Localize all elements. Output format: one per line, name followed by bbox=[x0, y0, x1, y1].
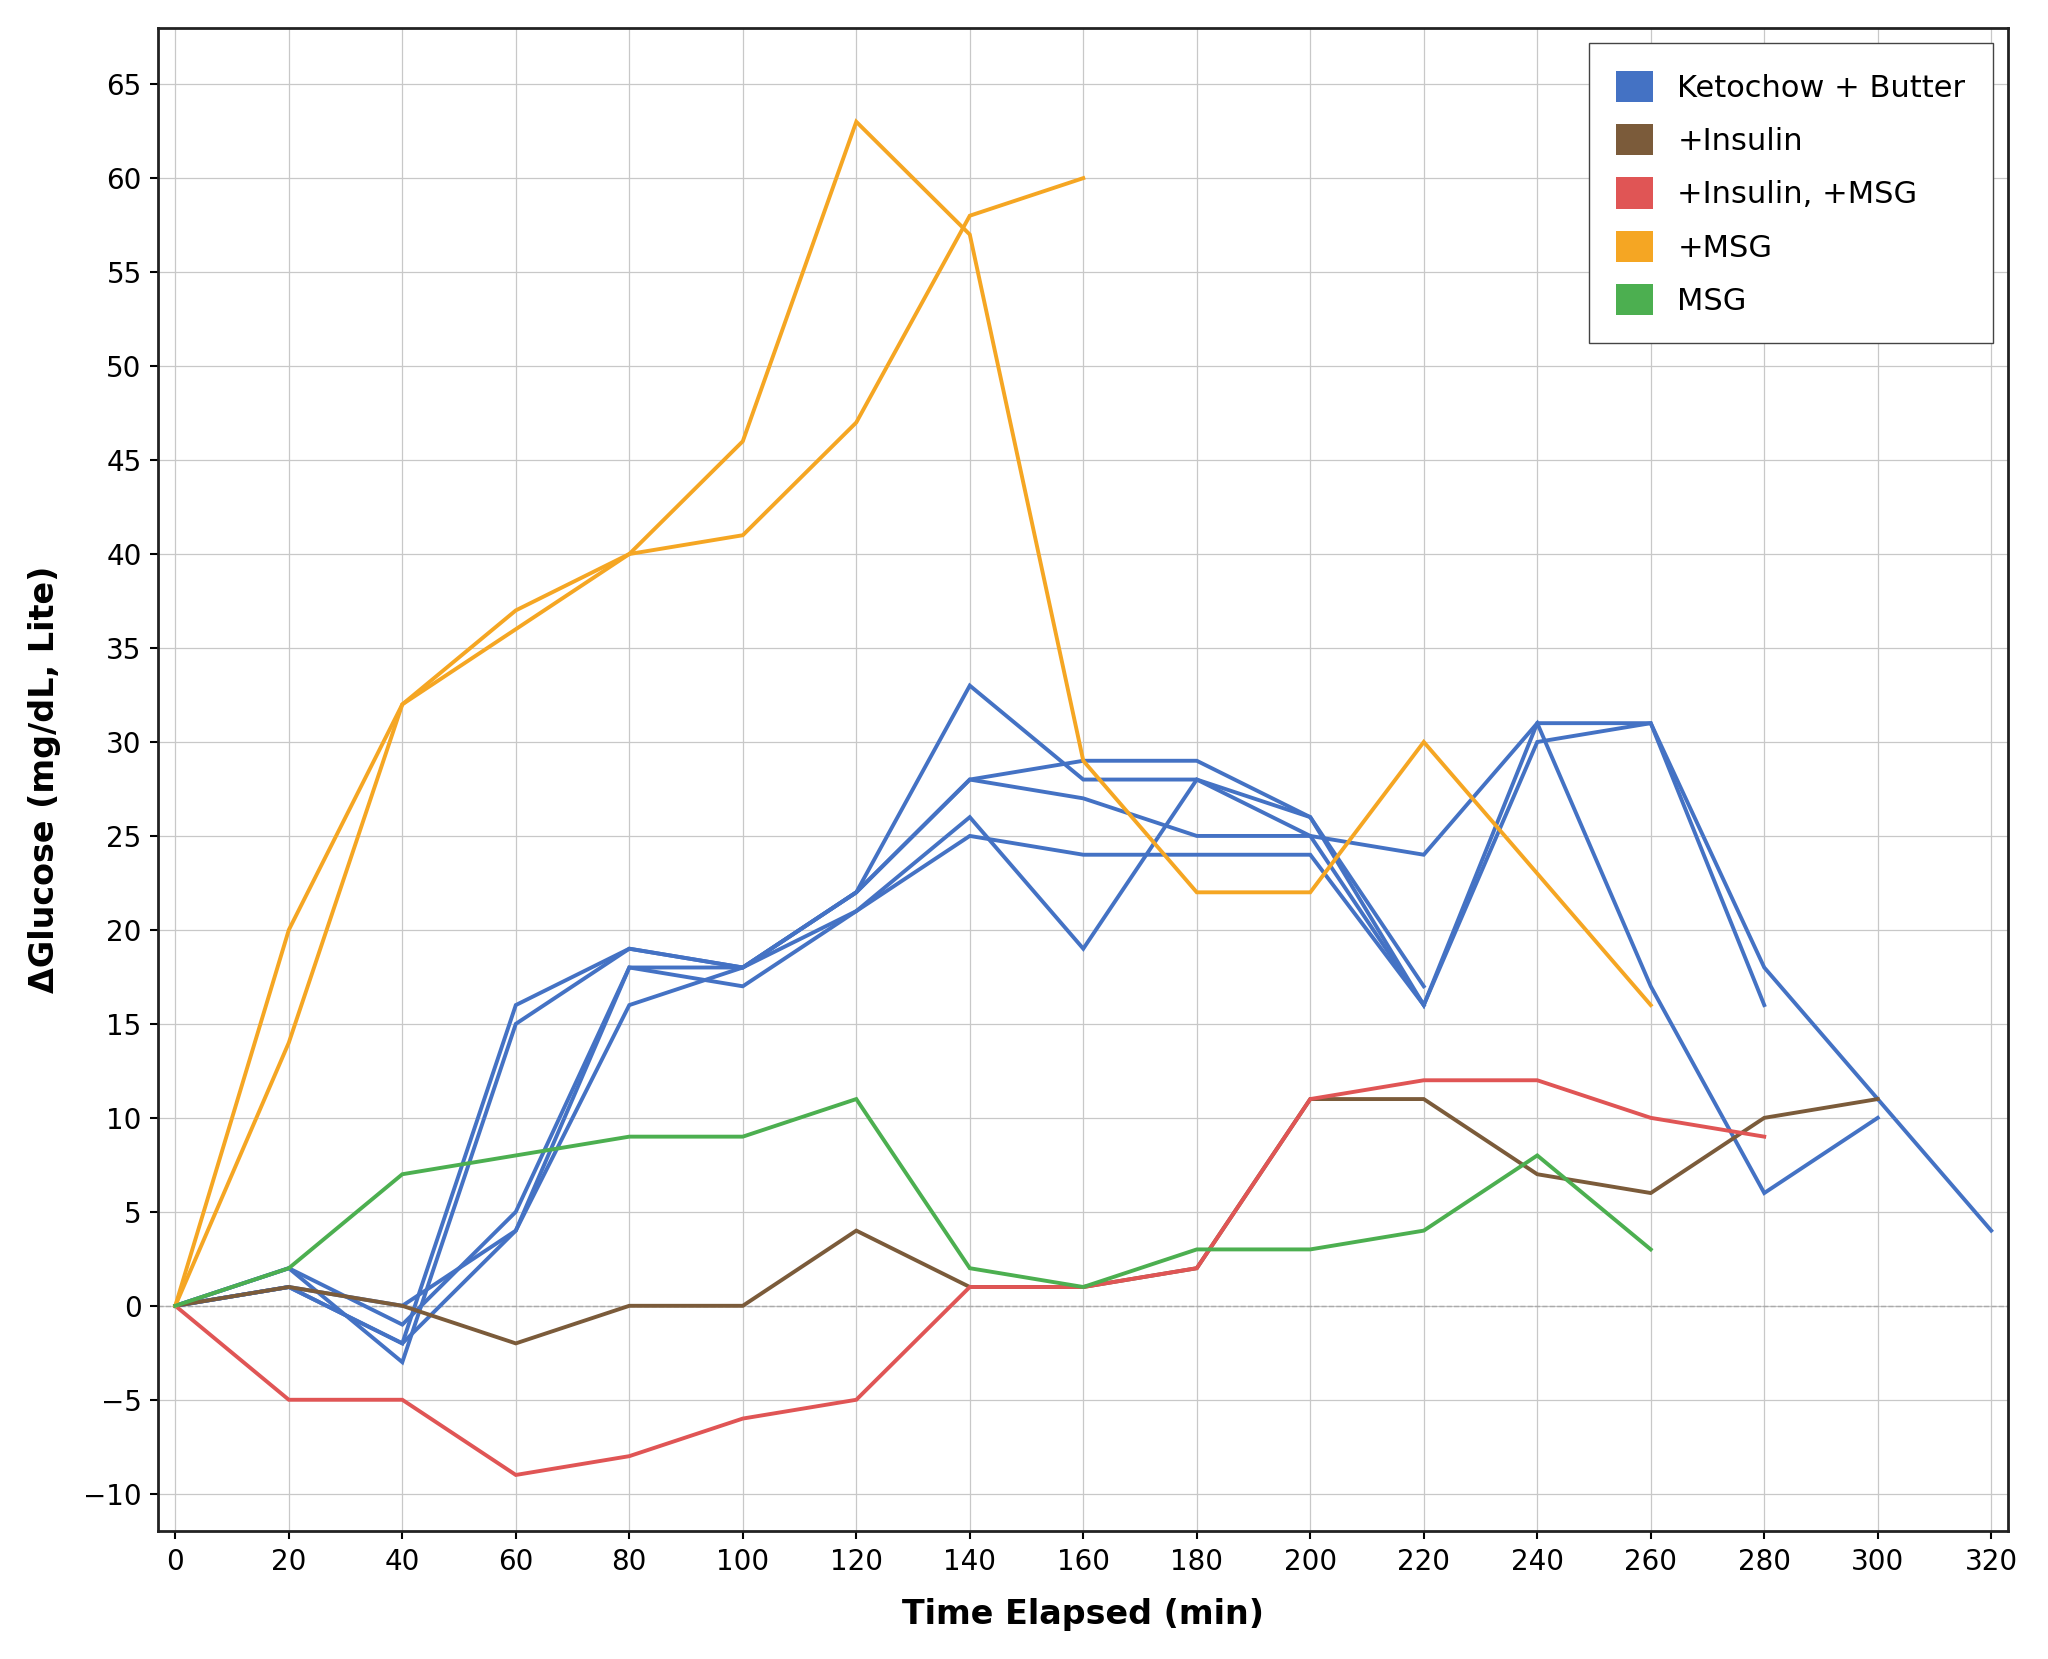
MSG bbox=[616, 1126, 641, 1146]
+Insulin, +MSG bbox=[958, 1277, 983, 1297]
+Insulin, +MSG bbox=[1526, 1070, 1550, 1090]
Ketochow + Butter bbox=[958, 675, 983, 695]
Line: +Insulin: +Insulin bbox=[176, 1098, 1878, 1344]
+MSG bbox=[389, 695, 414, 715]
Legend: Ketochow + Butter, +Insulin, +Insulin, +MSG, +MSG, MSG: Ketochow + Butter, +Insulin, +Insulin, +… bbox=[1589, 43, 1993, 343]
X-axis label: Time Elapsed (min): Time Elapsed (min) bbox=[903, 1598, 1264, 1631]
+Insulin, +MSG bbox=[389, 1390, 414, 1410]
+Insulin, +MSG bbox=[1638, 1108, 1663, 1128]
+Insulin, +MSG bbox=[1298, 1088, 1323, 1108]
+Insulin, +MSG bbox=[1071, 1277, 1096, 1297]
+Insulin bbox=[1184, 1258, 1208, 1277]
+Insulin bbox=[958, 1277, 983, 1297]
+MSG bbox=[276, 1032, 301, 1052]
Ketochow + Butter bbox=[1184, 770, 1208, 790]
Ketochow + Butter bbox=[1978, 1221, 2003, 1241]
+MSG bbox=[844, 111, 868, 131]
MSG bbox=[504, 1145, 528, 1165]
+Insulin bbox=[164, 1296, 188, 1316]
+Insulin, +MSG bbox=[844, 1390, 868, 1410]
+Insulin bbox=[1526, 1165, 1550, 1185]
Ketochow + Butter bbox=[1298, 808, 1323, 828]
MSG bbox=[1411, 1221, 1436, 1241]
+MSG bbox=[958, 224, 983, 244]
MSG bbox=[389, 1165, 414, 1185]
+Insulin bbox=[1298, 1088, 1323, 1108]
Ketochow + Butter bbox=[164, 1296, 188, 1316]
+MSG bbox=[731, 431, 756, 451]
Ketochow + Butter bbox=[616, 957, 641, 977]
MSG bbox=[276, 1258, 301, 1277]
MSG bbox=[1526, 1145, 1550, 1165]
MSG bbox=[731, 1126, 756, 1146]
+MSG bbox=[1638, 995, 1663, 1015]
Ketochow + Butter bbox=[276, 1258, 301, 1277]
Ketochow + Butter bbox=[1526, 732, 1550, 752]
+Insulin bbox=[1638, 1183, 1663, 1203]
MSG bbox=[1184, 1239, 1208, 1259]
MSG bbox=[164, 1296, 188, 1316]
+MSG bbox=[1298, 883, 1323, 902]
+MSG bbox=[1411, 732, 1436, 752]
+Insulin bbox=[844, 1221, 868, 1241]
Ketochow + Butter bbox=[1638, 713, 1663, 733]
MSG bbox=[1298, 1239, 1323, 1259]
+MSG bbox=[164, 1296, 188, 1316]
+Insulin bbox=[1411, 1088, 1436, 1108]
+Insulin bbox=[276, 1277, 301, 1297]
+Insulin, +MSG bbox=[616, 1447, 641, 1467]
Y-axis label: ΔGlucose (mg/dL, Lite): ΔGlucose (mg/dL, Lite) bbox=[29, 566, 61, 994]
+Insulin, +MSG bbox=[1411, 1070, 1436, 1090]
+Insulin bbox=[1751, 1108, 1776, 1128]
+Insulin bbox=[1071, 1277, 1096, 1297]
Ketochow + Butter bbox=[1411, 995, 1436, 1015]
+MSG bbox=[504, 619, 528, 639]
Line: Ketochow + Butter: Ketochow + Butter bbox=[176, 685, 1991, 1324]
Ketochow + Butter bbox=[844, 883, 868, 902]
Line: +Insulin, +MSG: +Insulin, +MSG bbox=[176, 1080, 1763, 1475]
+Insulin bbox=[389, 1296, 414, 1316]
+Insulin, +MSG bbox=[164, 1296, 188, 1316]
+MSG bbox=[1071, 752, 1096, 771]
Ketochow + Butter bbox=[389, 1314, 414, 1334]
Ketochow + Butter bbox=[1866, 1088, 1890, 1108]
+Insulin bbox=[731, 1296, 756, 1316]
Ketochow + Butter bbox=[1071, 770, 1096, 790]
+Insulin, +MSG bbox=[731, 1408, 756, 1428]
Ketochow + Butter bbox=[1751, 957, 1776, 977]
+Insulin bbox=[616, 1296, 641, 1316]
MSG bbox=[1638, 1239, 1663, 1259]
+Insulin, +MSG bbox=[1751, 1126, 1776, 1146]
MSG bbox=[958, 1258, 983, 1277]
MSG bbox=[1071, 1277, 1096, 1297]
+Insulin, +MSG bbox=[1184, 1258, 1208, 1277]
Ketochow + Butter bbox=[504, 1201, 528, 1221]
+Insulin bbox=[504, 1334, 528, 1354]
+Insulin bbox=[1866, 1088, 1890, 1108]
+Insulin, +MSG bbox=[504, 1465, 528, 1485]
+Insulin, +MSG bbox=[276, 1390, 301, 1410]
Line: +MSG: +MSG bbox=[176, 121, 1651, 1306]
+MSG bbox=[1526, 864, 1550, 884]
Ketochow + Butter bbox=[731, 957, 756, 977]
+MSG bbox=[1184, 883, 1208, 902]
Line: MSG: MSG bbox=[176, 1098, 1651, 1306]
+MSG bbox=[616, 544, 641, 564]
MSG bbox=[844, 1088, 868, 1108]
